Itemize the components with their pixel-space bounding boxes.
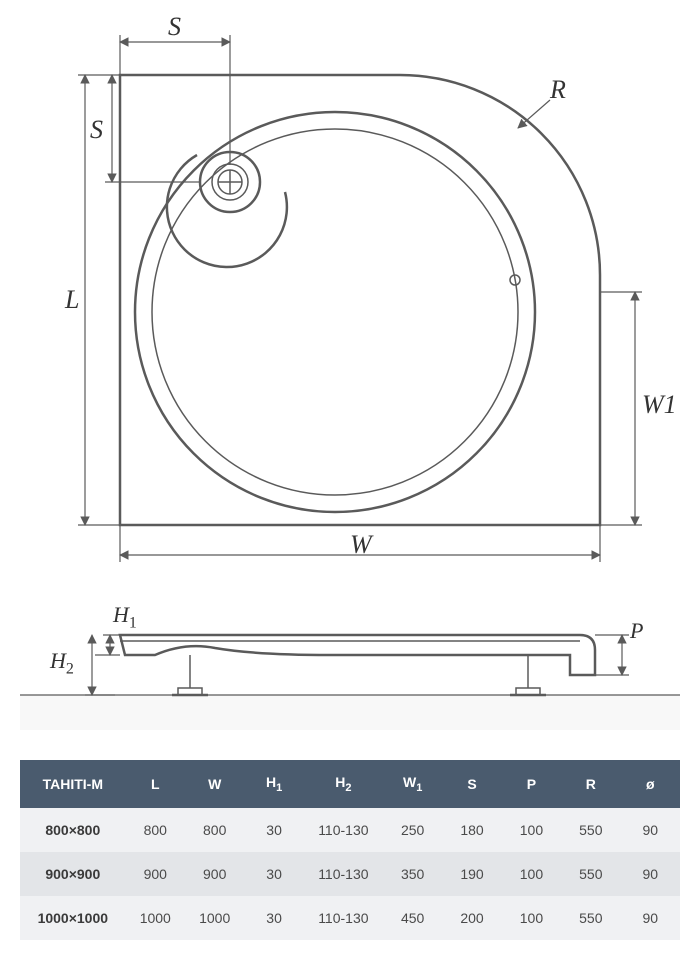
label-W1: W1 <box>642 390 677 420</box>
table-cell: 30 <box>244 808 303 852</box>
table-col-header: W1 <box>383 760 442 808</box>
table-cell: 800 <box>185 808 244 852</box>
label-S-left: S <box>90 115 103 145</box>
table-col-header: H2 <box>304 760 383 808</box>
top-view-svg <box>20 20 680 570</box>
table-cell: 100 <box>502 852 561 896</box>
table-cell: 550 <box>561 808 620 852</box>
table-cell: 90 <box>621 896 680 940</box>
table-col-header: ø <box>621 760 680 808</box>
table-col-header: W <box>185 760 244 808</box>
label-R: R <box>550 75 566 105</box>
top-view-diagram: L W W1 S S R <box>20 20 680 570</box>
table-cell: 110-130 <box>304 808 383 852</box>
table-cell: 1000×1000 <box>20 896 126 940</box>
table-cell: 900×900 <box>20 852 126 896</box>
table-cell: 200 <box>442 896 501 940</box>
dimensions-table: TAHITI-MLWH1H2W1SPRø 800×80080080030110-… <box>20 760 680 940</box>
label-H1: H1 <box>113 602 137 632</box>
label-P: P <box>630 618 643 644</box>
table-col-header: L <box>126 760 185 808</box>
table-cell: 90 <box>621 808 680 852</box>
table-cell: 30 <box>244 896 303 940</box>
table-cell: 900 <box>126 852 185 896</box>
table-row: 1000×10001000100030110-13045020010055090 <box>20 896 680 940</box>
table-col-header: TAHITI-M <box>20 760 126 808</box>
table-cell: 110-130 <box>304 896 383 940</box>
label-W: W <box>350 530 372 560</box>
table-cell: 1000 <box>126 896 185 940</box>
table-header-row: TAHITI-MLWH1H2W1SPRø <box>20 760 680 808</box>
table-cell: 180 <box>442 808 501 852</box>
table-cell: 350 <box>383 852 442 896</box>
table-cell: 450 <box>383 896 442 940</box>
table-cell: 90 <box>621 852 680 896</box>
table-cell: 900 <box>185 852 244 896</box>
table-cell: 250 <box>383 808 442 852</box>
table-cell: 100 <box>502 808 561 852</box>
table-col-header: R <box>561 760 620 808</box>
table-cell: 30 <box>244 852 303 896</box>
table-cell: 800 <box>126 808 185 852</box>
table-cell: 110-130 <box>304 852 383 896</box>
side-view-diagram: H1 H2 P <box>20 600 680 730</box>
label-L: L <box>65 285 79 315</box>
table-cell: 800×800 <box>20 808 126 852</box>
label-S-top: S <box>168 12 181 42</box>
table-cell: 550 <box>561 852 620 896</box>
table-cell: 550 <box>561 896 620 940</box>
table-col-header: S <box>442 760 501 808</box>
label-H2: H2 <box>50 648 74 678</box>
table-cell: 100 <box>502 896 561 940</box>
table-row: 900×90090090030110-13035019010055090 <box>20 852 680 896</box>
table-col-header: H1 <box>244 760 303 808</box>
table-row: 800×80080080030110-13025018010055090 <box>20 808 680 852</box>
table-cell: 1000 <box>185 896 244 940</box>
table-col-header: P <box>502 760 561 808</box>
table-cell: 190 <box>442 852 501 896</box>
